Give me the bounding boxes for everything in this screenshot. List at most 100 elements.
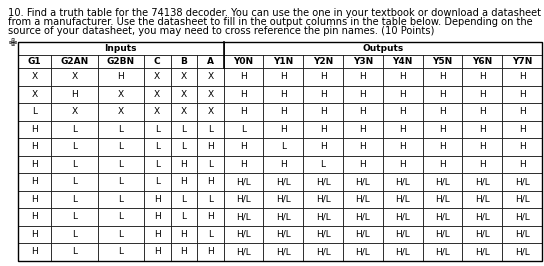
Text: H: H <box>181 230 187 239</box>
Text: X: X <box>207 107 213 116</box>
Bar <box>51 156 97 173</box>
Text: H/L: H/L <box>276 195 290 204</box>
Text: H/L: H/L <box>276 247 290 256</box>
Bar <box>144 68 171 85</box>
Text: H: H <box>519 107 526 116</box>
Text: X: X <box>71 107 77 116</box>
Bar <box>343 120 383 138</box>
Bar <box>303 208 343 226</box>
Text: H/L: H/L <box>395 177 410 186</box>
Text: L: L <box>208 230 213 239</box>
Bar <box>303 173 343 190</box>
Bar <box>502 55 542 68</box>
Bar <box>462 85 502 103</box>
Text: L: L <box>320 160 326 169</box>
Text: H/L: H/L <box>395 195 410 204</box>
Bar <box>502 190 542 208</box>
Text: L: L <box>208 125 213 134</box>
Text: L: L <box>72 125 77 134</box>
Bar <box>171 190 197 208</box>
Text: H: H <box>31 230 38 239</box>
Bar <box>197 138 224 156</box>
Text: H/L: H/L <box>356 177 370 186</box>
Text: X: X <box>181 90 187 99</box>
Bar <box>502 173 542 190</box>
Text: H/L: H/L <box>475 195 490 204</box>
Text: L: L <box>32 107 37 116</box>
Bar <box>197 55 224 68</box>
Bar <box>303 120 343 138</box>
Bar <box>263 226 303 243</box>
Bar <box>144 190 171 208</box>
Text: H: H <box>399 142 406 151</box>
Text: L: L <box>241 125 246 134</box>
Bar <box>224 42 542 55</box>
Bar <box>343 190 383 208</box>
Text: H: H <box>154 195 160 204</box>
Bar <box>51 55 97 68</box>
Bar <box>51 243 97 260</box>
Bar <box>263 103 303 120</box>
Text: H/L: H/L <box>395 247 410 256</box>
Text: H/L: H/L <box>515 212 529 221</box>
Text: H: H <box>207 212 214 221</box>
Text: H/L: H/L <box>356 230 370 239</box>
Text: L: L <box>118 160 123 169</box>
Bar <box>263 208 303 226</box>
Bar <box>423 55 462 68</box>
Text: L: L <box>155 160 160 169</box>
Bar <box>224 156 263 173</box>
Bar <box>197 208 224 226</box>
Text: H/L: H/L <box>356 247 370 256</box>
Bar <box>383 173 423 190</box>
Text: Y1N: Y1N <box>273 57 293 66</box>
Bar <box>171 156 197 173</box>
Bar <box>171 226 197 243</box>
Bar <box>18 120 51 138</box>
Text: H/L: H/L <box>316 247 331 256</box>
Text: X: X <box>181 72 187 81</box>
Bar <box>144 55 171 68</box>
Text: X: X <box>154 107 160 116</box>
Text: H: H <box>479 107 486 116</box>
Text: Inputs: Inputs <box>104 44 137 53</box>
Bar <box>303 103 343 120</box>
Bar <box>197 243 224 260</box>
Bar <box>18 173 51 190</box>
Text: H: H <box>118 72 124 81</box>
Bar <box>224 208 263 226</box>
Bar <box>51 226 97 243</box>
Bar <box>144 243 171 260</box>
Bar <box>462 120 502 138</box>
Bar <box>383 138 423 156</box>
Bar <box>197 226 224 243</box>
Bar <box>383 55 423 68</box>
Bar <box>144 103 171 120</box>
Text: H: H <box>360 160 366 169</box>
Text: L: L <box>118 230 123 239</box>
Bar <box>303 55 343 68</box>
Text: C: C <box>154 57 160 66</box>
Text: L: L <box>118 125 123 134</box>
Text: L: L <box>181 125 187 134</box>
Bar <box>423 120 462 138</box>
Text: L: L <box>118 247 123 256</box>
Text: H/L: H/L <box>236 195 251 204</box>
Text: L: L <box>118 195 123 204</box>
Text: X: X <box>154 72 160 81</box>
Bar <box>263 173 303 190</box>
Text: L: L <box>118 177 123 186</box>
Bar <box>144 208 171 226</box>
Bar <box>51 68 97 85</box>
Text: H: H <box>154 230 160 239</box>
Text: H/L: H/L <box>475 247 490 256</box>
Bar <box>343 226 383 243</box>
Text: H/L: H/L <box>276 212 290 221</box>
Bar <box>263 120 303 138</box>
Text: H: H <box>320 72 326 81</box>
Text: H/L: H/L <box>515 177 529 186</box>
Bar <box>171 55 197 68</box>
Text: H: H <box>439 125 446 134</box>
Text: X: X <box>118 107 124 116</box>
Bar <box>171 173 197 190</box>
